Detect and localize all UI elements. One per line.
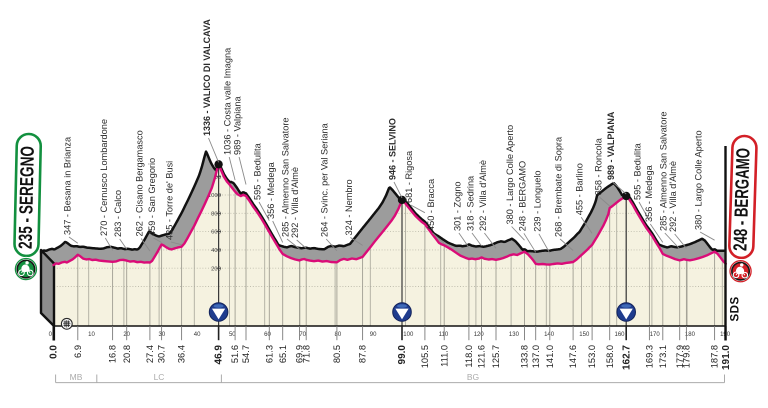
svg-text:450 - Bracca: 450 - Bracca bbox=[426, 178, 436, 231]
svg-text:283 - Calco: 283 - Calco bbox=[113, 190, 123, 237]
svg-text:100: 100 bbox=[403, 332, 414, 338]
svg-text:90: 90 bbox=[370, 332, 377, 338]
svg-text:270 - Cernusco Lombardone: 270 - Cernusco Lombardone bbox=[99, 119, 109, 236]
svg-text:54.7: 54.7 bbox=[241, 345, 251, 363]
svg-text:70: 70 bbox=[299, 332, 306, 338]
svg-text:27.4: 27.4 bbox=[145, 345, 155, 363]
svg-text:1336 - VALICO DI VALCAVA: 1336 - VALICO DI VALCAVA bbox=[202, 19, 212, 136]
svg-text:235 - SEREGNO: 235 - SEREGNO bbox=[16, 146, 39, 249]
svg-text:1036 - Costa valle Imagna: 1036 - Costa valle Imagna bbox=[223, 47, 233, 155]
svg-text:356 - Medega: 356 - Medega bbox=[644, 164, 654, 222]
svg-text:324 - Nembro: 324 - Nembro bbox=[344, 179, 354, 235]
svg-text:285 - Almenno San Salvatore: 285 - Almenno San Salvatore bbox=[281, 117, 291, 237]
svg-text:46.9: 46.9 bbox=[214, 345, 225, 365]
svg-text:292 - Villa d'Almè: 292 - Villa d'Almè bbox=[290, 167, 300, 238]
svg-text:LC: LC bbox=[154, 372, 165, 382]
svg-text:200: 200 bbox=[211, 266, 222, 272]
svg-text:80.5: 80.5 bbox=[332, 345, 342, 363]
svg-text:158.0: 158.0 bbox=[605, 345, 615, 368]
svg-text:169.3: 169.3 bbox=[645, 345, 655, 368]
svg-text:989 - VALPIANA: 989 - VALPIANA bbox=[606, 111, 616, 180]
svg-text:989 - Valpiana: 989 - Valpiana bbox=[233, 96, 243, 155]
svg-text:285 - Almenno San Salvatore: 285 - Almenno San Salvatore bbox=[658, 111, 668, 231]
svg-text:435 - Torre de' Busi: 435 - Torre de' Busi bbox=[164, 161, 174, 240]
svg-text:292 - Villa d'Almè: 292 - Villa d'Almè bbox=[668, 161, 678, 232]
svg-text:133.8: 133.8 bbox=[520, 345, 530, 368]
svg-text:595 - Bedulita: 595 - Bedulita bbox=[253, 142, 263, 200]
svg-text:61.3: 61.3 bbox=[264, 345, 274, 363]
svg-text:179.8: 179.8 bbox=[682, 345, 692, 368]
svg-text:36.4: 36.4 bbox=[177, 345, 187, 363]
svg-text:118.0: 118.0 bbox=[464, 345, 474, 368]
svg-text:80: 80 bbox=[335, 332, 342, 338]
svg-text:301 - Zogno: 301 - Zogno bbox=[452, 181, 462, 231]
svg-text:191.0: 191.0 bbox=[721, 345, 732, 370]
svg-text:111.0: 111.0 bbox=[439, 345, 449, 367]
svg-text:105.5: 105.5 bbox=[420, 345, 430, 368]
svg-text:380 - Largo Colle Aperto: 380 - Largo Colle Aperto bbox=[505, 125, 515, 225]
svg-text:150: 150 bbox=[579, 332, 590, 338]
svg-text:160: 160 bbox=[614, 332, 625, 338]
svg-text:858 - Roncola: 858 - Roncola bbox=[593, 137, 603, 195]
svg-text:292 - Villa d'Almè: 292 - Villa d'Almè bbox=[478, 160, 488, 231]
svg-text:30: 30 bbox=[159, 332, 166, 338]
svg-text:595 - Bedulita: 595 - Bedulita bbox=[633, 142, 643, 200]
svg-text:177.9: 177.9 bbox=[675, 345, 685, 368]
svg-text:99.0: 99.0 bbox=[397, 345, 408, 365]
svg-text:87.8: 87.8 bbox=[358, 345, 368, 363]
svg-text:239 - Longuelo: 239 - Longuelo bbox=[532, 170, 542, 231]
svg-text:147.6: 147.6 bbox=[568, 345, 578, 368]
svg-text:1000: 1000 bbox=[208, 193, 222, 199]
svg-text:65.1: 65.1 bbox=[278, 345, 288, 363]
svg-text:MB: MB bbox=[70, 372, 83, 382]
svg-text:0: 0 bbox=[49, 332, 53, 338]
svg-text:60: 60 bbox=[264, 332, 271, 338]
svg-text:268 - Brembate di Sopra: 268 - Brembate di Sopra bbox=[554, 136, 564, 237]
svg-text:BG: BG bbox=[467, 372, 479, 382]
svg-text:187.8: 187.8 bbox=[710, 345, 720, 368]
svg-text:455 - Barlino: 455 - Barlino bbox=[575, 163, 585, 215]
svg-text:130: 130 bbox=[509, 332, 520, 338]
svg-text:40: 40 bbox=[194, 332, 201, 338]
svg-text:71.8: 71.8 bbox=[301, 345, 311, 363]
svg-text:946 - SELVINO: 946 - SELVINO bbox=[388, 118, 398, 180]
svg-text:248 - BERGAMO: 248 - BERGAMO bbox=[517, 161, 527, 231]
svg-text:162.7: 162.7 bbox=[621, 345, 632, 370]
svg-text:120: 120 bbox=[474, 332, 485, 338]
svg-text:20.8: 20.8 bbox=[122, 345, 132, 363]
svg-text:600: 600 bbox=[211, 230, 222, 236]
svg-text:318 - Sedrina: 318 - Sedrina bbox=[466, 175, 476, 231]
svg-text:141.0: 141.0 bbox=[545, 345, 555, 368]
svg-text:248 - BERGAMO: 248 - BERGAMO bbox=[730, 148, 754, 252]
svg-text:153.0: 153.0 bbox=[587, 345, 597, 368]
svg-text:6.9: 6.9 bbox=[73, 345, 83, 358]
svg-text:180: 180 bbox=[685, 332, 696, 338]
svg-text:0.0: 0.0 bbox=[49, 345, 60, 359]
svg-text:681 - Rigosa: 681 - Rigosa bbox=[404, 150, 414, 203]
svg-text:69.9: 69.9 bbox=[295, 345, 305, 363]
svg-text:125.7: 125.7 bbox=[491, 345, 501, 368]
svg-text:16.8: 16.8 bbox=[108, 345, 118, 363]
svg-text:356 - Medega: 356 - Medega bbox=[266, 161, 276, 219]
svg-text:400: 400 bbox=[211, 248, 222, 254]
svg-text:10: 10 bbox=[88, 332, 95, 338]
svg-text:170: 170 bbox=[650, 332, 661, 338]
svg-text:51.6: 51.6 bbox=[230, 345, 240, 363]
svg-text:50: 50 bbox=[229, 332, 236, 338]
svg-text:264 - Svinc. per Val Seriana: 264 - Svinc. per Val Seriana bbox=[320, 122, 330, 237]
svg-text:173.1: 173.1 bbox=[658, 345, 668, 368]
svg-text:380 - Largo Colle Aperto: 380 - Largo Colle Aperto bbox=[694, 130, 704, 230]
svg-text:262 - Cisano Bergamasco: 262 - Cisano Bergamasco bbox=[135, 130, 145, 236]
svg-text:459 - San Gregorio: 459 - San Gregorio bbox=[147, 158, 157, 236]
svg-text:30.7: 30.7 bbox=[157, 345, 167, 363]
svg-text:137.0: 137.0 bbox=[531, 345, 541, 368]
svg-text:347 - Besana in Brianza: 347 - Besana in Brianza bbox=[63, 136, 73, 235]
svg-text:800: 800 bbox=[211, 211, 222, 217]
svg-text:121.6: 121.6 bbox=[477, 345, 487, 368]
svg-text:SDS: SDS bbox=[730, 296, 742, 321]
